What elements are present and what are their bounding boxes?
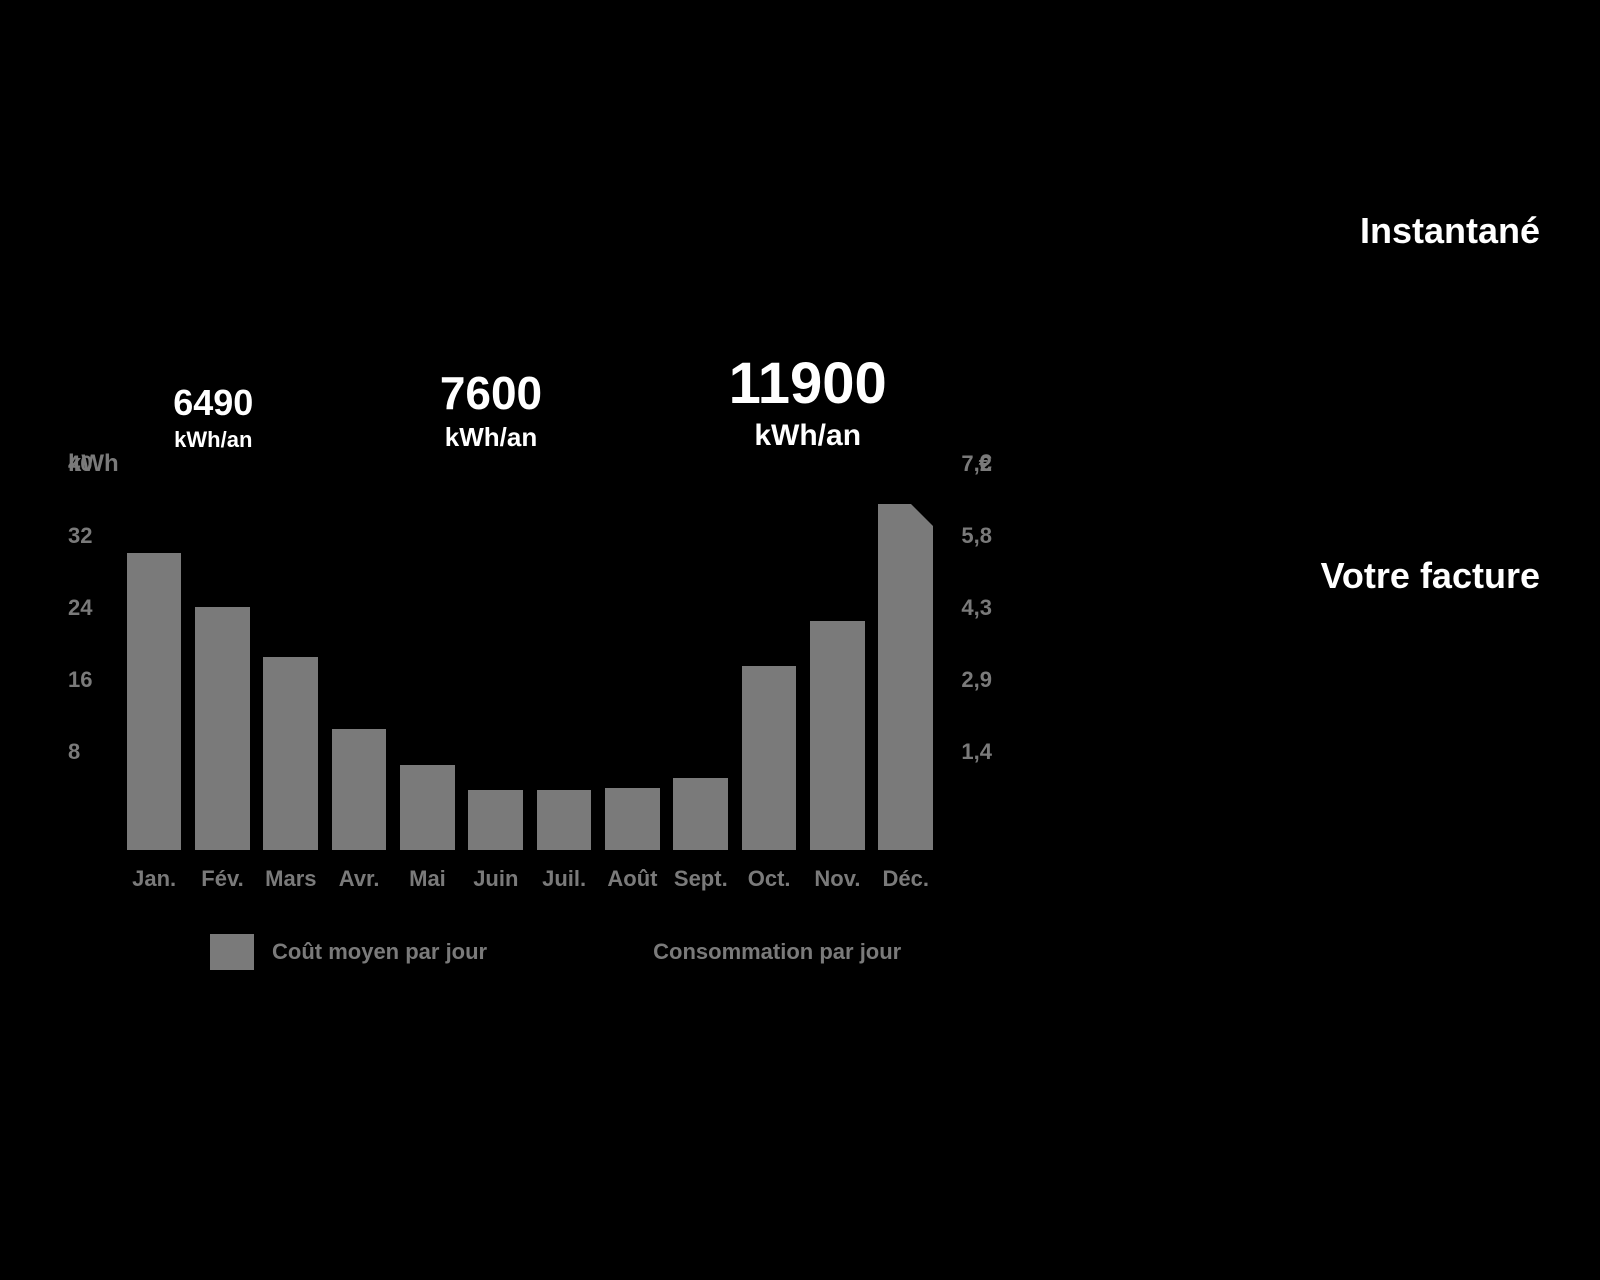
bar	[810, 621, 865, 851]
side-label-instant: Instantané	[1360, 210, 1540, 252]
legend-item-consumption: Consommation par jour	[653, 939, 901, 965]
bar	[332, 729, 387, 851]
bar-slot	[803, 490, 871, 850]
x-axis-label: Avr.	[325, 866, 393, 892]
bar-slot	[872, 490, 940, 850]
consumption-item-medium: 7600 kWh/an	[440, 370, 542, 453]
bar	[263, 657, 318, 851]
monthly-chart: kWh € 816243240 1,42,94,35,87,2 Jan.Fév.…	[60, 450, 1000, 990]
bars-container	[120, 490, 940, 850]
ytick-left: 16	[68, 667, 92, 693]
ytick-left: 24	[68, 595, 92, 621]
side-label-bill: Votre facture	[1321, 555, 1540, 597]
bar-slot	[598, 490, 666, 850]
consumption-value: 7600	[440, 370, 542, 416]
ytick-right: 5,8	[961, 523, 992, 549]
consumption-value: 11900	[729, 355, 887, 413]
x-axis-label: Juin	[462, 866, 530, 892]
x-axis-label: Juil.	[530, 866, 598, 892]
x-axis-label: Jan.	[120, 866, 188, 892]
bar-slot	[325, 490, 393, 850]
bar	[878, 504, 933, 851]
ytick-left: 40	[68, 451, 92, 477]
bar-slot	[462, 490, 530, 850]
bar-notch-icon	[911, 504, 933, 526]
bar	[605, 788, 660, 850]
bar	[537, 790, 592, 850]
ytick-right: 1,4	[961, 739, 992, 765]
ytick-left: 8	[68, 739, 80, 765]
ytick-right: 4,3	[961, 595, 992, 621]
consumption-value: 6490	[173, 385, 253, 421]
bar	[127, 553, 182, 850]
ytick-right: 7,2	[961, 451, 992, 477]
x-axis-label: Fév.	[188, 866, 256, 892]
x-axis-label: Déc.	[872, 866, 940, 892]
chart-legend: Coût moyen par jour Consommation par jou…	[210, 934, 940, 970]
consumption-unit: kWh/an	[729, 419, 887, 453]
bar	[673, 778, 728, 850]
x-axis-label: Sept.	[667, 866, 735, 892]
x-axis-label: Oct.	[735, 866, 803, 892]
bar-slot	[667, 490, 735, 850]
x-axis-label: Août	[598, 866, 666, 892]
consumption-item-large: 11900 kWh/an	[729, 355, 887, 453]
ytick-left: 32	[68, 523, 92, 549]
x-axis-label: Mai	[393, 866, 461, 892]
legend-item-cost: Coût moyen par jour	[272, 939, 487, 965]
legend-swatch-icon	[210, 934, 254, 970]
x-axis-label: Mars	[257, 866, 325, 892]
plot-area: 816243240 1,42,94,35,87,2	[120, 490, 940, 850]
bar-slot	[735, 490, 803, 850]
bar-slot	[120, 490, 188, 850]
consumption-unit: kWh/an	[440, 422, 542, 453]
bar-slot	[530, 490, 598, 850]
bar	[195, 607, 250, 850]
bar-slot	[393, 490, 461, 850]
bar	[400, 765, 455, 851]
bar-slot	[188, 490, 256, 850]
consumption-item-small: 6490 kWh/an	[173, 385, 253, 453]
bar	[468, 790, 523, 850]
x-axis-label: Nov.	[803, 866, 871, 892]
x-axis-labels: Jan.Fév.MarsAvr.MaiJuinJuil.AoûtSept.Oct…	[120, 866, 940, 892]
consumption-row: 6490 kWh/an 7600 kWh/an 11900 kWh/an	[80, 355, 980, 453]
bar-slot	[257, 490, 325, 850]
ytick-right: 2,9	[961, 667, 992, 693]
bar	[742, 666, 797, 851]
